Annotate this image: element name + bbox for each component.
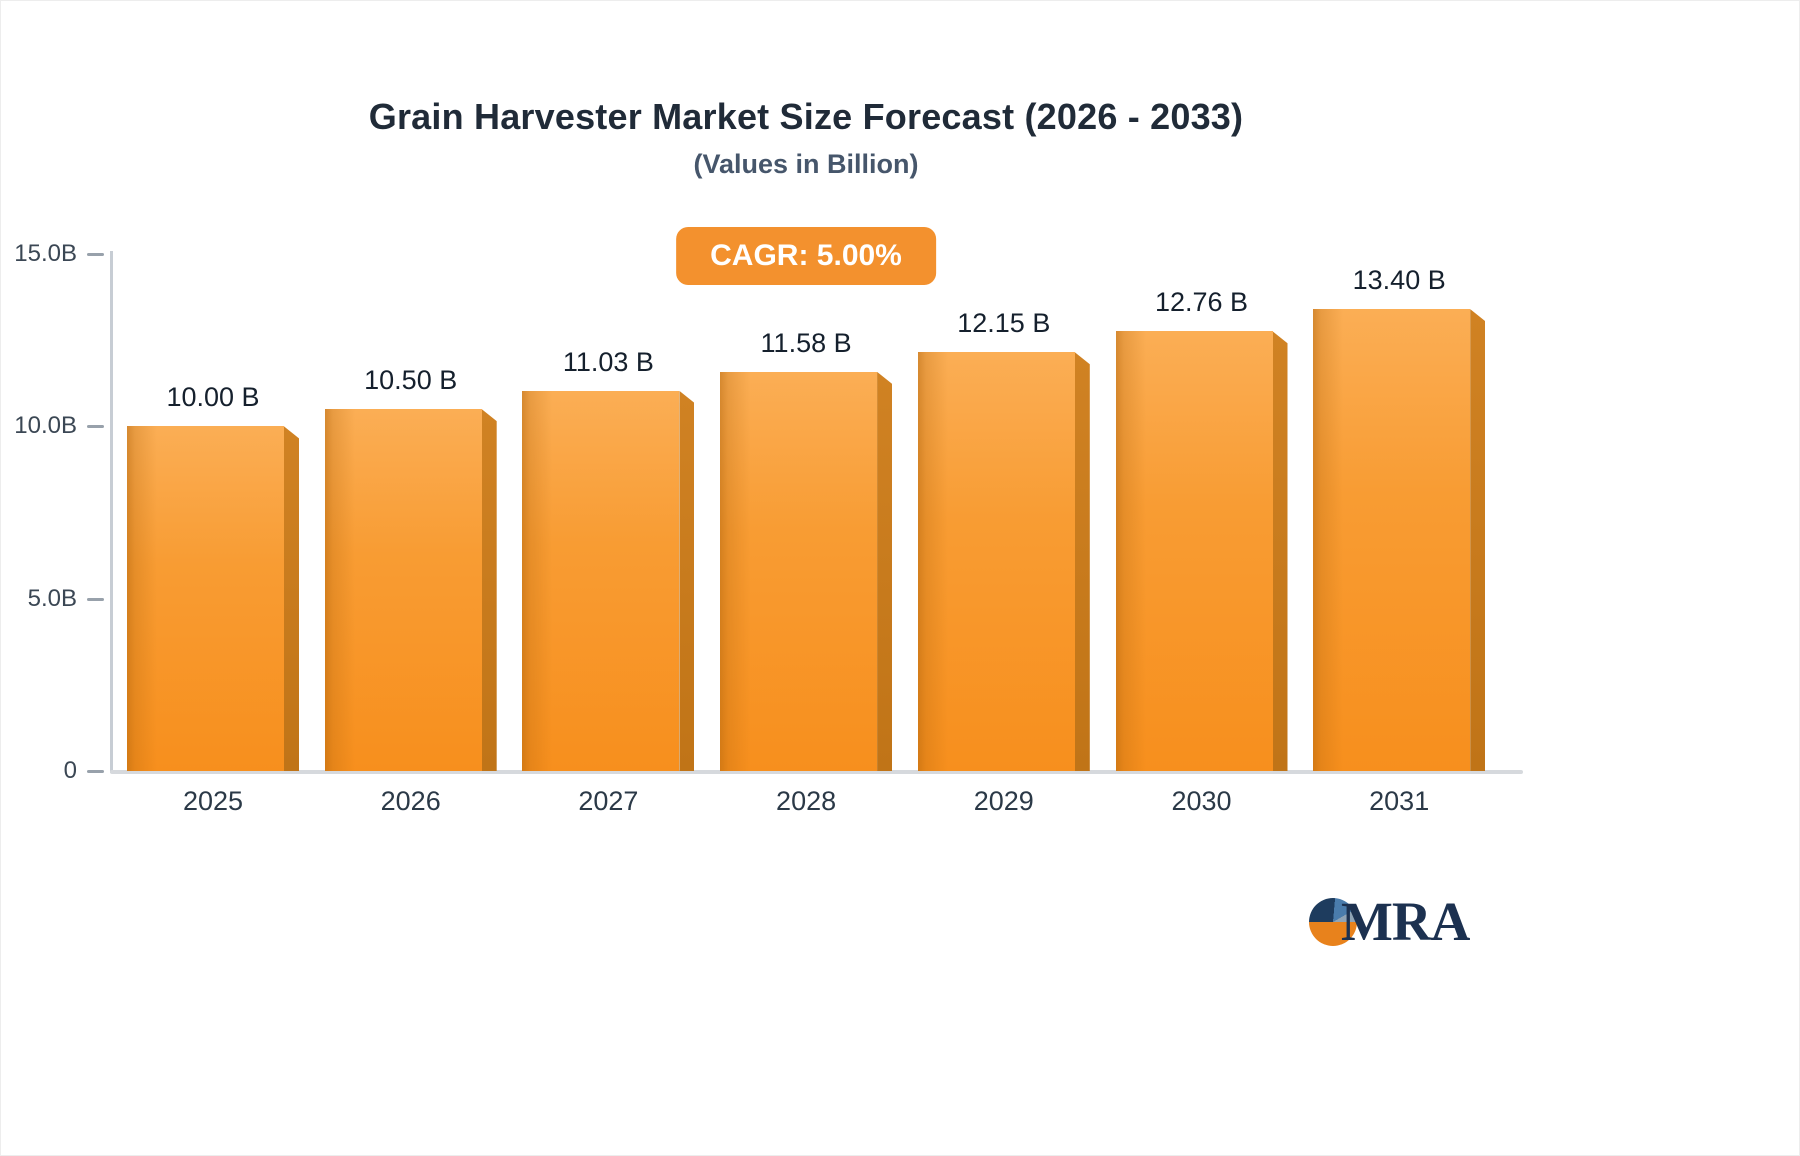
y-axis-tick <box>87 253 104 256</box>
bar-side <box>877 371 893 771</box>
y-axis-label: 10.0B <box>14 412 77 440</box>
x-axis-label: 2029 <box>973 786 1034 816</box>
chart-subtitle: (Values in Billion) <box>693 149 919 179</box>
bar-value-label: 10.50 B <box>364 365 458 396</box>
y-axis-label: 0 <box>63 757 77 784</box>
x-axis-label: 2026 <box>380 786 441 816</box>
bar-face <box>1313 309 1471 771</box>
x-axis-label: 2028 <box>776 786 837 816</box>
bar-value-label: 13.40 B <box>1352 265 1446 296</box>
y-axis-tick <box>87 597 104 601</box>
bar-face <box>522 390 680 771</box>
bar-face <box>1115 331 1273 771</box>
x-axis-label: 2027 <box>578 786 639 816</box>
bar-side <box>284 426 299 771</box>
y-axis-tick <box>87 425 104 429</box>
bar-face <box>324 409 482 771</box>
bar-2027 <box>522 390 695 771</box>
cagr-badge: CAGR: 5.00% <box>676 227 936 285</box>
bar-side <box>1074 352 1090 771</box>
bar-side <box>481 409 497 771</box>
logo-pie-icon <box>1309 897 1357 946</box>
x-axis-label: 2031 <box>1369 786 1430 816</box>
bar-side <box>1272 331 1288 771</box>
x-axis-label: 2030 <box>1171 786 1232 816</box>
logo-text: MRA <box>1341 891 1470 952</box>
bar-face <box>917 352 1075 771</box>
bar-side <box>1470 309 1486 771</box>
bar-2025 <box>127 426 299 771</box>
y-axis-label: 15.0B <box>14 240 77 267</box>
bar-value-label: 10.00 B <box>166 382 260 413</box>
chart-title: Grain Harvester Market Size Forecast (20… <box>368 96 1244 137</box>
bar-value-label: 12.76 B <box>1154 287 1249 318</box>
bar-2031 <box>1313 309 1486 771</box>
y-axis-label: 5.0B <box>27 584 77 612</box>
bar-2028 <box>720 371 893 771</box>
bar-value-label: 12.15 B <box>957 308 1051 339</box>
bar-face <box>127 426 284 771</box>
bar-2026 <box>324 409 497 771</box>
x-axis-label: 2025 <box>182 786 244 816</box>
y-axis-line <box>110 251 113 773</box>
bar-value-label: 11.58 B <box>760 327 852 358</box>
bar-face <box>720 371 878 771</box>
bar-2029 <box>917 352 1090 771</box>
x-axis-line <box>110 770 1523 774</box>
bar-side <box>679 390 695 771</box>
y-axis-tick <box>87 770 104 773</box>
bar-2030 <box>1115 331 1288 771</box>
logo: MRA <box>1309 891 1470 952</box>
bar-value-label: 11.03 B <box>562 346 654 377</box>
